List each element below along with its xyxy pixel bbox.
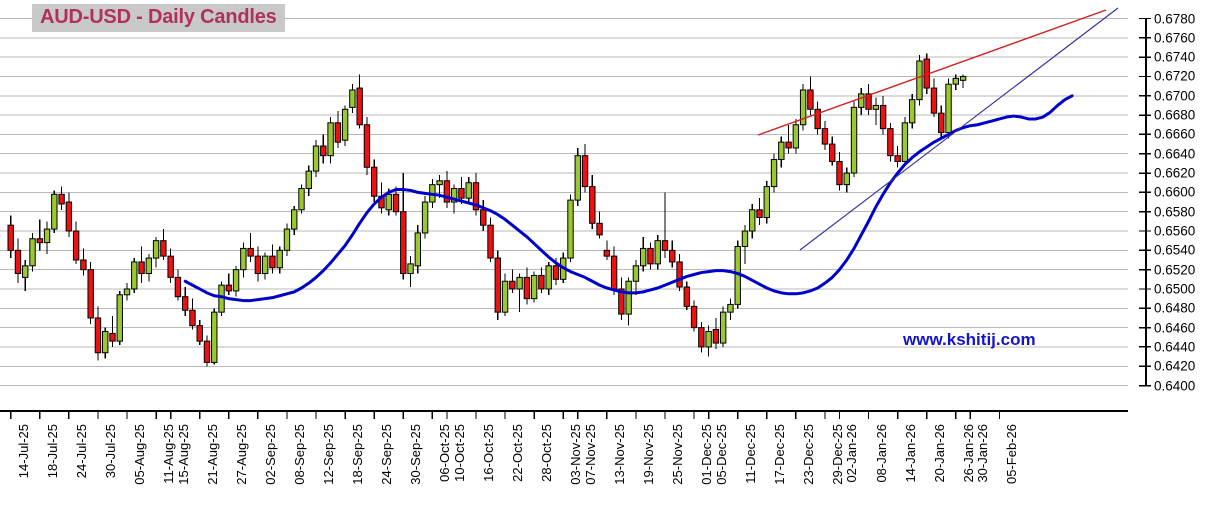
y-axis-tick-label: 0.6780 [1154, 11, 1196, 26]
y-axis-tick-label: 0.6440 [1154, 339, 1196, 355]
y-axis-tick-label: 0.6720 [1154, 68, 1196, 84]
y-axis-tick-label: 0.6500 [1154, 281, 1196, 297]
y-axis-tick-label: 0.6540 [1154, 242, 1196, 258]
x-axis-tick-label: 30-Sep-25 [408, 424, 424, 485]
y-axis-tick-label: 0.6740 [1154, 49, 1196, 65]
x-axis-tick-label: 17-Dec-25 [771, 424, 787, 485]
x-axis-tick-label: 30-Jul-25 [102, 424, 118, 479]
x-axis-tick-label: 05-Dec-25 [713, 424, 729, 485]
x-axis-tick-label: 11-Aug-25 [161, 424, 177, 484]
x-axis-tick-label: 27-Aug-25 [233, 424, 249, 485]
x-axis-tick-label: 18-Sep-25 [350, 424, 366, 485]
x-axis-tick-label: 30-Jan-26 [975, 424, 991, 483]
watermark-label: www.kshitij.com [903, 330, 1036, 349]
y-axis-tick-label: 0.6600 [1154, 184, 1196, 200]
y-axis-ticks [1139, 17, 1151, 387]
x-axis-tick-label: 06-Oct-25 [437, 424, 453, 482]
x-axis-tick-label: 20-Jan-26 [931, 424, 947, 483]
x-axis-tick-label: 23-Dec-25 [800, 424, 816, 485]
x-axis-tick-label: 10-Oct-25 [451, 424, 467, 482]
x-axis-tick-label: 29-Dec-25 [829, 424, 845, 485]
y-axis-tick-label: 0.6760 [1154, 30, 1196, 46]
x-axis-tick-label: 19-Nov-25 [640, 424, 656, 485]
x-axis-tick-label: 02-Jan-26 [844, 424, 860, 483]
x-axis-tick-label: 18-Jul-25 [44, 424, 60, 479]
x-axis-tick-label: 12-Sep-25 [321, 424, 337, 485]
y-axis-tick-label: 0.6480 [1154, 300, 1196, 316]
y-axis-tick-label: 0.6700 [1154, 88, 1196, 104]
trendlines [757, 7, 1119, 251]
candlestick-plot-area[interactable] [0, 0, 1128, 410]
x-axis-tick-label: 11-Dec-25 [742, 424, 758, 484]
x-axis-tick-label: 07-Nov-25 [582, 424, 598, 485]
y-axis-tick-label: 0.6520 [1154, 262, 1196, 278]
x-axis-tick-label: 24-Sep-25 [379, 424, 395, 485]
x-axis: 14-Jul-25 18-Jul-25 24-Jul-25 30-Jul-25 05-A… [0, 410, 1128, 513]
x-axis-tick-label: 16-Oct-25 [480, 424, 496, 482]
y-axis-tick-label: 0.6580 [1154, 204, 1196, 220]
x-axis-tick-label: 08-Sep-25 [291, 424, 307, 485]
y-axis-tick-label: 0.6420 [1154, 358, 1196, 374]
x-axis-tick-label: 28-Oct-25 [539, 424, 555, 482]
x-axis-tick-label: 08-Jan-26 [873, 424, 889, 483]
y-axis-tick-label: 0.6620 [1154, 165, 1196, 181]
x-axis-tick-label: 24-Jul-25 [73, 424, 89, 479]
x-axis-tick-label: 01-Dec-25 [699, 424, 715, 485]
y-axis-tick-label: 0.6640 [1154, 146, 1196, 162]
x-axis-tick-label: 14-Jan-26 [902, 424, 918, 483]
y-axis-tick-label: 0.6660 [1154, 126, 1196, 142]
x-axis-tick-label: 26-Jan-26 [960, 424, 976, 483]
y-axis-tick-label: 0.6460 [1154, 320, 1196, 336]
x-axis-tick-label: 05-Feb-26 [1004, 424, 1020, 484]
x-axis-tick-label: 03-Nov-25 [568, 424, 584, 485]
y-axis-tick-label: 0.6680 [1154, 107, 1196, 123]
x-axis-tick-label: 14-Jul-25 [15, 424, 31, 479]
y-axis-tick-label: 0.6560 [1154, 223, 1196, 239]
x-axis-ticks [0, 410, 1128, 419]
moving-average-line [183, 94, 1074, 303]
x-axis-tick-label: 22-Oct-25 [510, 424, 526, 482]
x-axis-tick-label: 05-Aug-25 [132, 424, 148, 485]
y-axis: 0.6780 0.6760 0.6740 0.6720 0.6700 0.6680 0.66… [1128, 0, 1211, 420]
x-axis-tick-label: 15-Aug-25 [175, 424, 191, 485]
candle-series [7, 53, 967, 367]
chart-canvas [0, 7, 1128, 387]
x-axis-tick-label: 21-Aug-25 [204, 424, 220, 485]
page-title: AUD-USD - Daily Candles [32, 4, 285, 32]
x-axis-tick-label: 25-Nov-25 [670, 424, 685, 485]
x-axis-tick-label: 02-Sep-25 [262, 424, 278, 485]
y-axis-tick-label: 0.6400 [1154, 378, 1196, 394]
x-axis-tick-label: 13-Nov-25 [611, 424, 627, 485]
